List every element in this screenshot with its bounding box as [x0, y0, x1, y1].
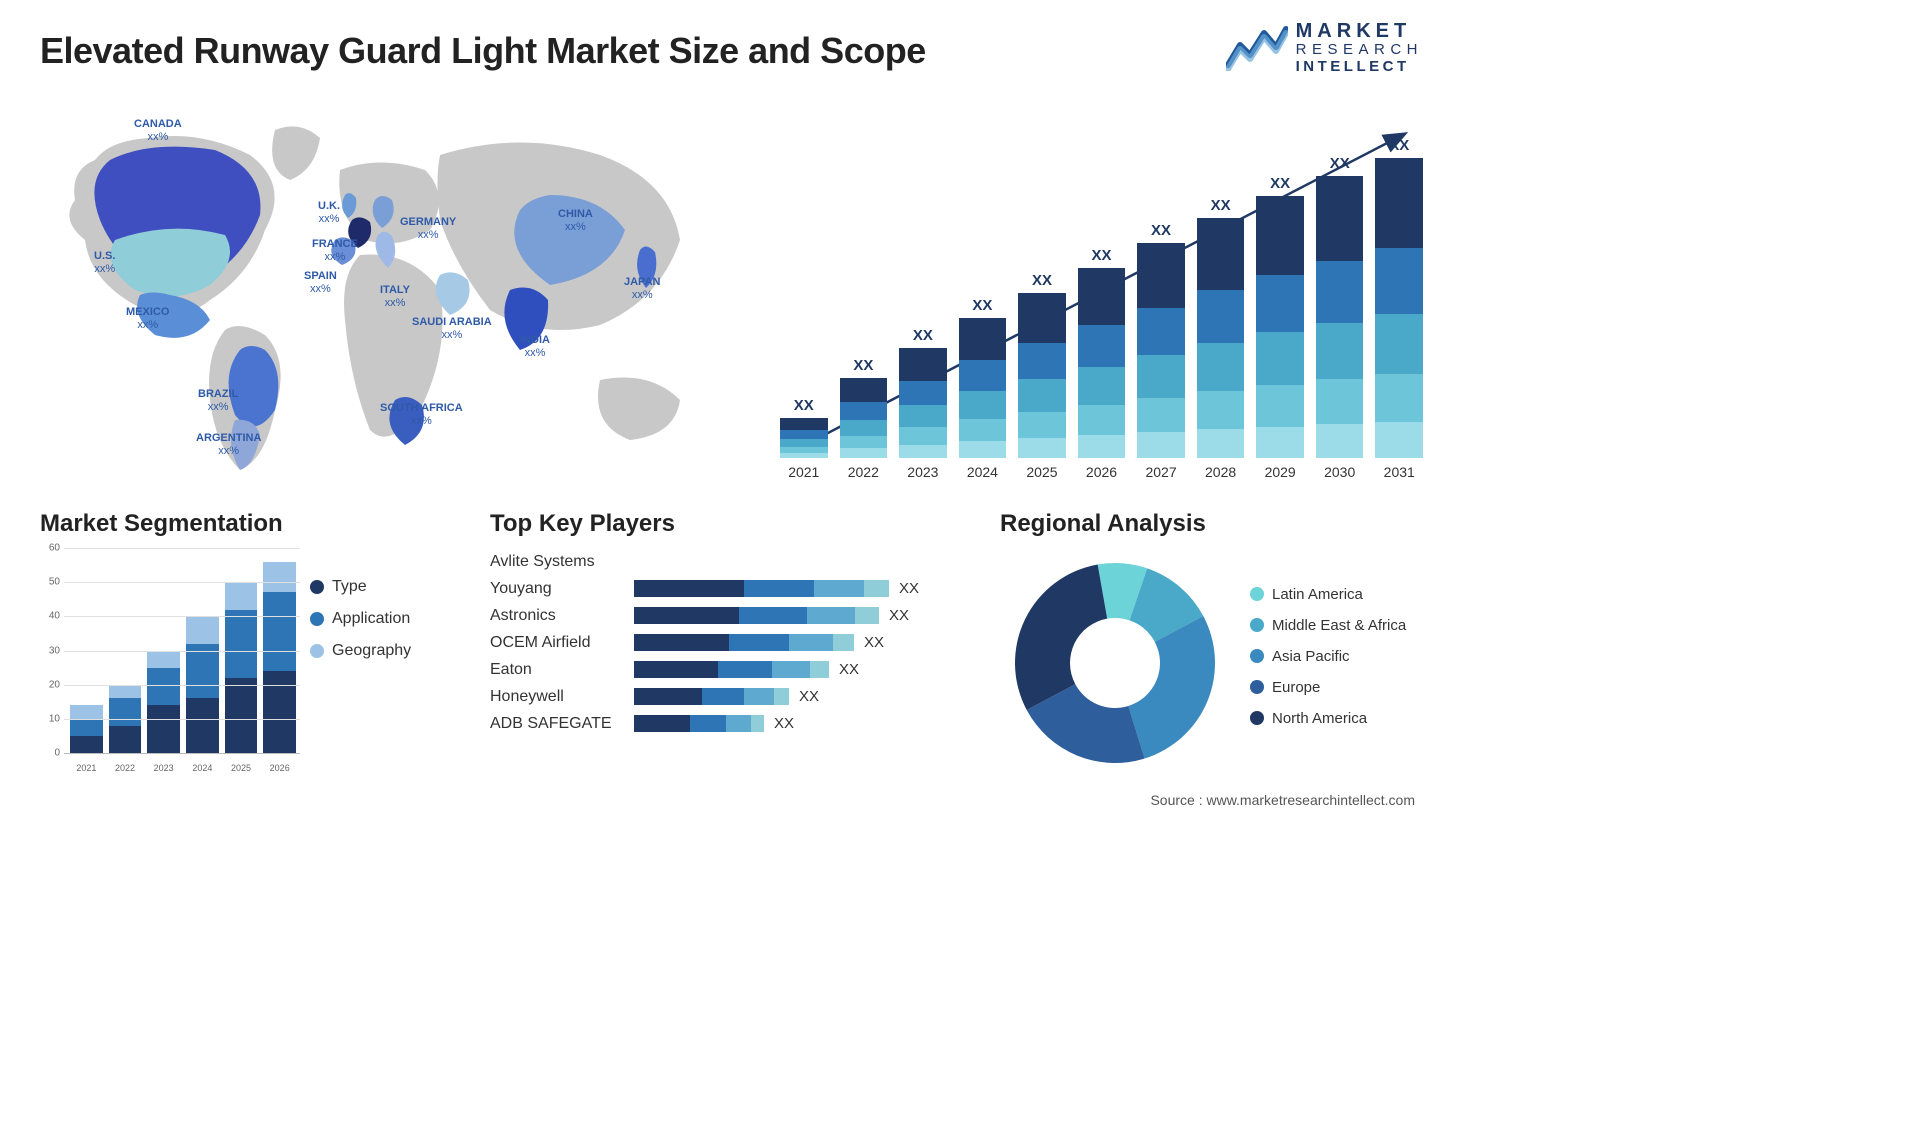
key-players-panel: Top Key Players Avlite SystemsYouyangAst…: [490, 510, 970, 778]
growth-bar: XX: [780, 397, 828, 458]
key-player-bar-row: XX: [634, 710, 970, 737]
growth-bars: XXXXXXXXXXXXXXXXXXXXXX: [780, 148, 1423, 458]
key-players-bars: XXXXXXXXXXXX: [634, 548, 970, 737]
map-label: GERMANYxx%: [400, 216, 456, 241]
legend-item: Middle East & Africa: [1250, 617, 1423, 634]
growth-bar: XX: [1137, 222, 1185, 458]
growth-bar: XX: [1375, 137, 1423, 458]
key-player-bar-row: XX: [634, 602, 970, 629]
regional-legend: Latin America Middle East & Africa Asia Pa…: [1250, 586, 1423, 741]
legend-item: North America: [1250, 710, 1423, 727]
map-label: CANADAxx%: [134, 118, 182, 143]
growth-years: 2021 2022 2023 2024 2025 2026 2027 2028 2029 2030…: [780, 464, 1423, 480]
growth-bar: XX: [1256, 175, 1304, 458]
map-label: CHINAxx%: [558, 208, 593, 233]
growth-year-label: 2027: [1137, 464, 1185, 480]
key-players-labels: Avlite SystemsYouyangAstronicsOCEM Airfi…: [490, 548, 620, 737]
growth-year-label: 2022: [840, 464, 888, 480]
key-player-bar-row: XX: [634, 656, 970, 683]
growth-bar: XX: [1316, 155, 1364, 458]
map-label: ITALYxx%: [380, 284, 410, 309]
segmentation-year-label: 2021: [70, 763, 103, 773]
map-label: U.K.xx%: [318, 200, 340, 225]
growth-bar: XX: [1018, 272, 1066, 458]
growth-bar: XX: [840, 357, 888, 458]
key-player-bar-row: XX: [634, 629, 970, 656]
growth-year-label: 2024: [959, 464, 1007, 480]
segmentation-year-label: 2024: [186, 763, 219, 773]
header-row: Elevated Runway Guard Light Market Size …: [40, 20, 1423, 75]
logo-line-3: INTELLECT: [1296, 59, 1423, 76]
key-player-label: ADB SAFEGATE: [490, 710, 620, 737]
growth-year-label: 2028: [1197, 464, 1245, 480]
regional-panel: Regional Analysis Latin America Middle Ea…: [1000, 510, 1423, 778]
page-title: Elevated Runway Guard Light Market Size …: [40, 30, 926, 72]
segmentation-legend: Type Application Geography: [310, 548, 460, 773]
map-label: JAPANxx%: [624, 276, 660, 301]
growth-bar: XX: [899, 327, 947, 458]
legend-item: Application: [310, 610, 460, 628]
growth-year-label: 2030: [1316, 464, 1364, 480]
legend-item: Latin America: [1250, 586, 1423, 603]
key-player-bar-row: XX: [634, 683, 970, 710]
map-label: U.S.xx%: [94, 250, 115, 275]
map-panel: CANADAxx% U.S.xx% MEXICOxx% BRAZILxx% ARGENT…: [40, 100, 740, 480]
bottom-row: Market Segmentation 0102030405060 202120…: [40, 510, 1423, 778]
map-label: SPAINxx%: [304, 270, 337, 295]
map-label: MEXICOxx%: [126, 306, 169, 331]
segmentation-year-label: 2023: [147, 763, 180, 773]
growth-bar: XX: [1197, 197, 1245, 458]
key-players-title: Top Key Players: [490, 510, 970, 538]
key-player-label: Honeywell: [490, 683, 620, 710]
segmentation-chart: 0102030405060 202120222023202420252026: [40, 548, 300, 773]
top-row: CANADAxx% U.S.xx% MEXICOxx% BRAZILxx% ARGENT…: [40, 100, 1423, 480]
map-label: FRANCExx%: [312, 238, 358, 263]
logo-line-1: MARKET: [1296, 20, 1423, 42]
growth-year-label: 2025: [1018, 464, 1066, 480]
segmentation-year-label: 2025: [225, 763, 258, 773]
growth-year-label: 2026: [1078, 464, 1126, 480]
logo-text: MARKET RESEARCH INTELLECT: [1296, 20, 1423, 75]
page-container: Elevated Runway Guard Light Market Size …: [0, 0, 1463, 828]
segmentation-year-label: 2022: [109, 763, 142, 773]
growth-year-label: 2029: [1256, 464, 1304, 480]
key-player-bar-row: XX: [634, 575, 970, 602]
map-label: ARGENTINAxx%: [196, 432, 261, 457]
source-line: Source : www.marketresearchintellect.com: [40, 792, 1423, 808]
map-label: SOUTH AFRICAxx%: [380, 402, 463, 427]
key-player-label: Astronics: [490, 602, 620, 629]
growth-year-label: 2023: [899, 464, 947, 480]
world-map: CANADAxx% U.S.xx% MEXICOxx% BRAZILxx% ARGENT…: [40, 100, 740, 480]
growth-year-label: 2021: [780, 464, 828, 480]
segmentation-title: Market Segmentation: [40, 510, 460, 538]
segmentation-bar: [70, 705, 103, 753]
segmentation-panel: Market Segmentation 0102030405060 202120…: [40, 510, 460, 778]
growth-year-label: 2031: [1375, 464, 1423, 480]
legend-item: Type: [310, 578, 460, 596]
brand-logo: MARKET RESEARCH INTELLECT: [1226, 20, 1423, 75]
growth-panel: XXXXXXXXXXXXXXXXXXXXXX 20212022202320242…: [780, 100, 1423, 480]
logo-line-2: RESEARCH: [1296, 42, 1423, 59]
key-player-label: Eaton: [490, 656, 620, 683]
legend-item: Asia Pacific: [1250, 648, 1423, 665]
key-player-label: Youyang: [490, 575, 620, 602]
regional-donut: [1000, 548, 1230, 778]
segmentation-bar: [225, 582, 258, 753]
growth-bar: XX: [1078, 247, 1126, 458]
key-player-label: OCEM Airfield: [490, 629, 620, 656]
key-player-label: Avlite Systems: [490, 548, 620, 575]
growth-chart: XXXXXXXXXXXXXXXXXXXXXX 20212022202320242…: [780, 120, 1423, 480]
segmentation-bar: [263, 562, 296, 753]
segmentation-year-label: 2026: [263, 763, 296, 773]
segmentation-bar: [147, 651, 180, 754]
regional-title: Regional Analysis: [1000, 510, 1423, 538]
key-player-bar-row: [634, 548, 970, 575]
map-label: INDIAxx%: [520, 334, 550, 359]
logo-mark-icon: [1226, 25, 1288, 71]
map-label: BRAZILxx%: [198, 388, 238, 413]
map-label: SAUDI ARABIAxx%: [412, 316, 492, 341]
growth-bar: XX: [959, 297, 1007, 458]
legend-item: Europe: [1250, 679, 1423, 696]
legend-item: Geography: [310, 642, 460, 660]
